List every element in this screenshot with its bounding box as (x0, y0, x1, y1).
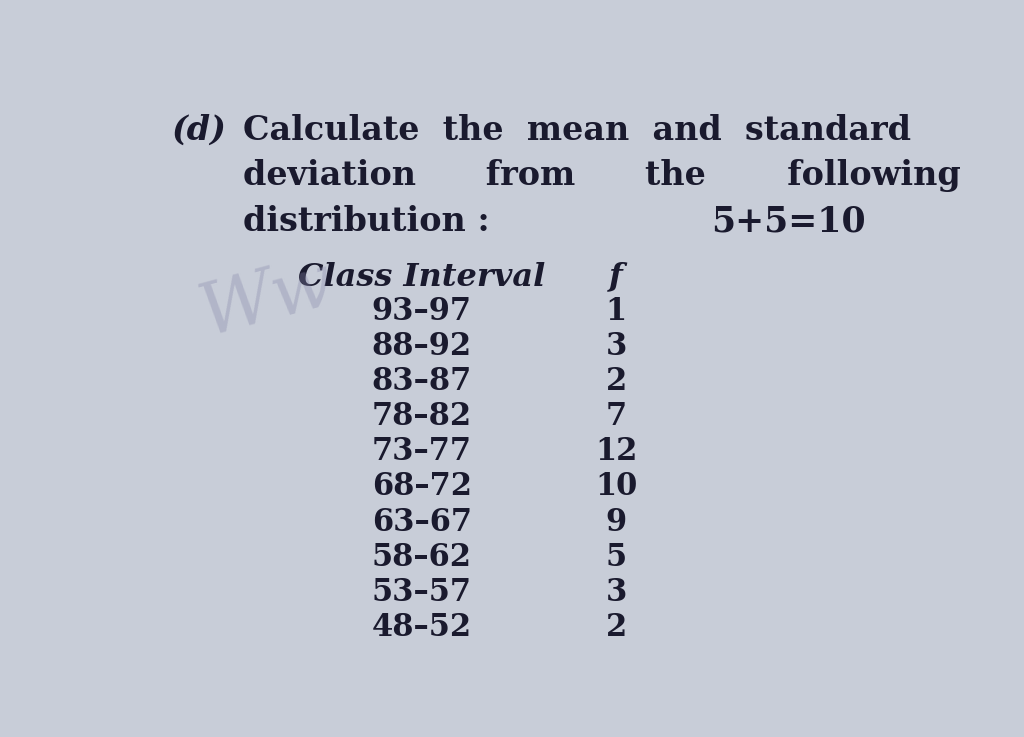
Text: 1: 1 (605, 296, 627, 326)
Text: 12: 12 (595, 436, 637, 467)
Text: 78–82: 78–82 (372, 401, 472, 432)
Text: 88–92: 88–92 (372, 331, 472, 362)
Text: Calculate  the  mean  and  standard: Calculate the mean and standard (243, 114, 911, 147)
Text: 10: 10 (595, 472, 637, 503)
Text: 5: 5 (605, 542, 627, 573)
Text: deviation      from      the       following: deviation from the following (243, 159, 961, 192)
Text: (d): (d) (172, 114, 226, 147)
Text: 7: 7 (605, 401, 627, 432)
Text: 68–72: 68–72 (372, 472, 472, 503)
Text: Class Interval: Class Interval (298, 262, 545, 293)
Text: Ww: Ww (191, 248, 341, 351)
Text: 73–77: 73–77 (372, 436, 472, 467)
Text: 48–52: 48–52 (372, 612, 472, 643)
Text: 83–87: 83–87 (372, 366, 472, 397)
Text: 3: 3 (605, 331, 627, 362)
Text: 63–67: 63–67 (372, 506, 472, 538)
Text: 53–57: 53–57 (372, 577, 472, 608)
Text: 3: 3 (605, 577, 627, 608)
Text: f: f (609, 262, 623, 293)
Text: 9: 9 (605, 506, 627, 538)
Text: 2: 2 (605, 366, 627, 397)
Text: 2: 2 (605, 612, 627, 643)
Text: 5+5=10: 5+5=10 (712, 205, 866, 239)
Text: distribution :: distribution : (243, 205, 489, 238)
Text: 58–62: 58–62 (372, 542, 472, 573)
Text: 93–97: 93–97 (372, 296, 472, 326)
